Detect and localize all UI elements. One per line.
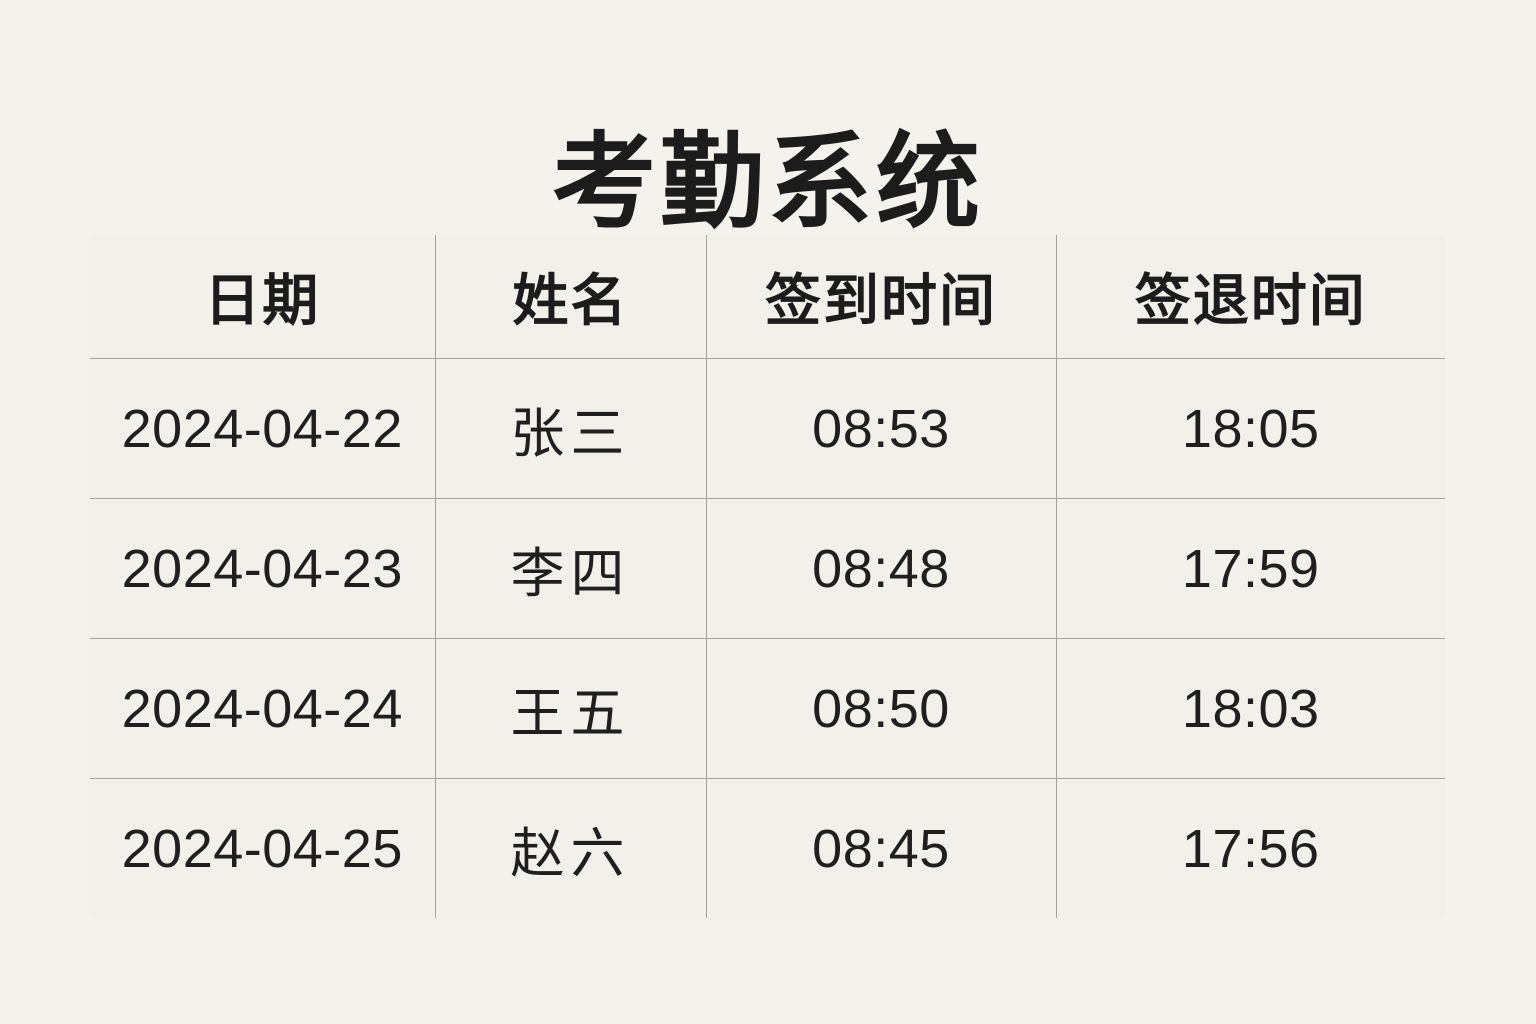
column-header-check-in[interactable]: 签到时间 (705, 235, 1057, 359)
cell-name: 李四 (434, 498, 707, 639)
table-row[interactable]: 2024-04-23 李四 08:48 17:59 (90, 498, 1445, 639)
cell-check-out: 18:05 (1055, 358, 1445, 499)
cell-check-in: 08:53 (705, 358, 1057, 499)
cell-check-out: 18:03 (1055, 638, 1445, 779)
table-row[interactable]: 2024-04-25 赵六 08:45 17:56 (90, 778, 1445, 918)
cell-check-in: 08:50 (705, 638, 1057, 779)
cell-name: 张三 (434, 358, 707, 499)
table-header-row: 日期 姓名 签到时间 签退时间 (90, 235, 1445, 359)
cell-date: 2024-04-25 (90, 778, 436, 918)
cell-check-out: 17:59 (1055, 498, 1445, 639)
cell-check-in: 08:48 (705, 498, 1057, 639)
column-header-name[interactable]: 姓名 (434, 235, 707, 359)
table-row[interactable]: 2024-04-22 张三 08:53 18:05 (90, 358, 1445, 499)
table-body: 2024-04-22 张三 08:53 18:05 2024-04-23 李四 … (90, 358, 1445, 918)
cell-date: 2024-04-24 (90, 638, 436, 779)
cell-name: 王五 (434, 638, 707, 779)
cell-check-out: 17:56 (1055, 778, 1445, 918)
cell-check-in: 08:45 (705, 778, 1057, 918)
table-header: 日期 姓名 签到时间 签退时间 (90, 235, 1445, 359)
cell-date: 2024-04-22 (90, 358, 436, 499)
cell-name: 赵六 (434, 778, 707, 918)
page-title: 考勤系统 (551, 124, 984, 241)
table-row[interactable]: 2024-04-24 王五 08:50 18:03 (90, 638, 1445, 779)
cell-date: 2024-04-23 (90, 498, 436, 639)
column-header-check-out[interactable]: 签退时间 (1055, 235, 1445, 359)
attendance-table-container: 日期 姓名 签到时间 签退时间 2024-04-22 张三 08:53 18:0… (88, 233, 1447, 920)
attendance-table: 日期 姓名 签到时间 签退时间 2024-04-22 张三 08:53 18:0… (88, 233, 1447, 920)
column-header-date[interactable]: 日期 (90, 235, 436, 359)
